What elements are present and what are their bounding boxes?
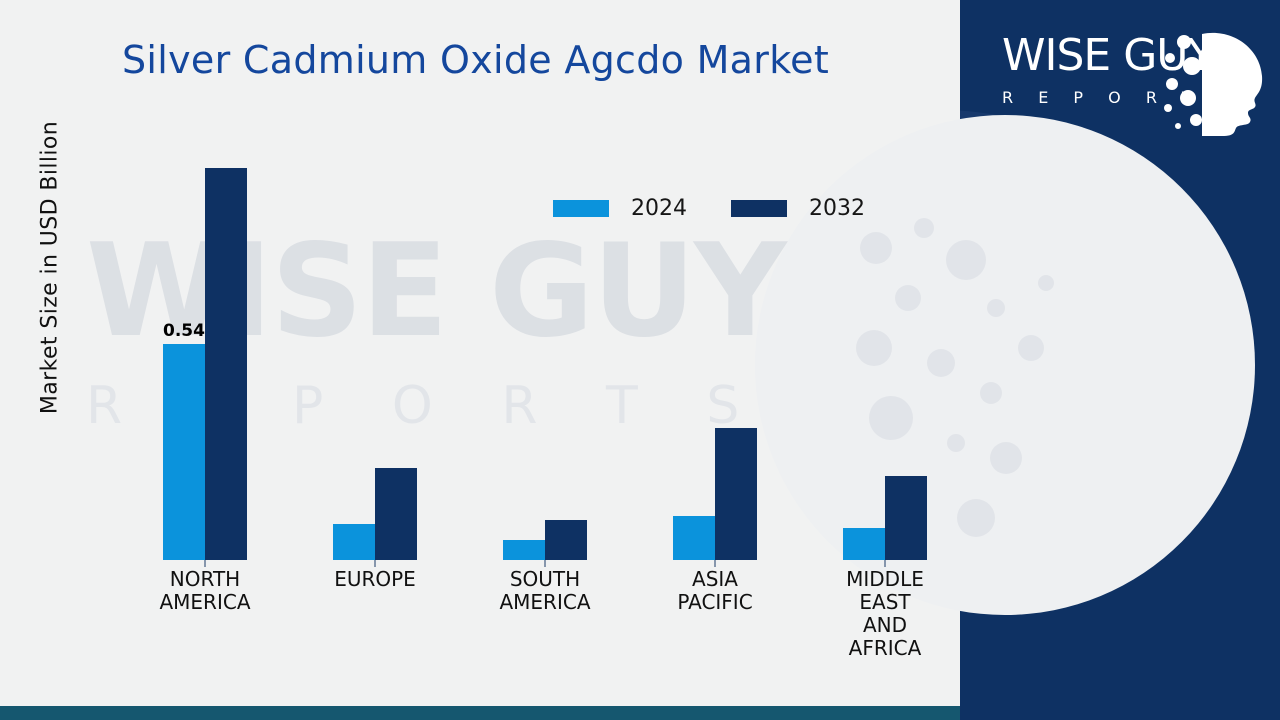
y-axis-label: Market Size in USD Billion — [37, 120, 63, 415]
bar-2032[interactable] — [715, 428, 757, 560]
bar-group: MIDDLE EAST AND AFRICA — [810, 160, 960, 660]
legend-swatch-icon-2024 — [553, 200, 609, 217]
bar-2032[interactable] — [885, 476, 927, 560]
bar-2024[interactable] — [673, 516, 715, 560]
bar-pair: 0.54 — [130, 160, 280, 560]
category-label: SOUTH AMERICA — [499, 567, 591, 614]
bar-group: EUROPE — [300, 160, 450, 591]
bar-pair — [810, 160, 960, 560]
bar-group: 0.54 NORTH AMERICA — [130, 160, 280, 614]
logo-sub-text: R E P O R T S — [1002, 88, 1238, 107]
axis-tick — [544, 560, 546, 567]
axis-tick — [714, 560, 716, 567]
chart-area: Market Size in USD Billion 0.54 NORTH AME… — [37, 120, 940, 660]
legend-label-2032: 2032 — [809, 196, 865, 221]
bar-pair — [300, 160, 450, 560]
legend-item-2024[interactable]: 2024 — [553, 196, 687, 221]
decorative-circle — [755, 115, 1255, 615]
bar-2024[interactable] — [843, 528, 885, 560]
axis-tick — [884, 560, 886, 567]
legend-swatch-icon-2032 — [731, 200, 787, 217]
bar-group: SOUTH AMERICA — [470, 160, 620, 614]
bar-pair — [470, 160, 620, 560]
axis-tick — [374, 560, 376, 567]
chart-legend: 2024 2032 — [553, 196, 865, 221]
bar-2024[interactable]: 0.54 — [163, 321, 205, 560]
page-title: Silver Cadmium Oxide Agcdo Market — [122, 38, 830, 82]
bottom-accent-bar — [0, 706, 960, 720]
bar-2024[interactable] — [503, 540, 545, 560]
bar-2032[interactable] — [545, 520, 587, 560]
category-label: EUROPE — [334, 567, 416, 591]
bar-2032[interactable] — [375, 468, 417, 560]
category-label: NORTH AMERICA — [159, 567, 251, 614]
legend-item-2032[interactable]: 2032 — [731, 196, 865, 221]
plot-region: 0.54 NORTH AMERICA EUROPE SOUTH AMERICA ASIA… — [100, 160, 940, 660]
legend-label-2024: 2024 — [631, 196, 687, 221]
logo-head-icon — [1164, 32, 1263, 136]
category-label: MIDDLE EAST AND AFRICA — [846, 567, 924, 660]
axis-tick — [204, 560, 206, 567]
bar-2024[interactable] — [333, 524, 375, 560]
bar-group: ASIA PACIFIC — [640, 160, 790, 614]
bar-2032[interactable] — [205, 168, 247, 560]
brand-logo: WISE GUY R E P O R T S — [1002, 32, 1263, 136]
bar-pair — [640, 160, 790, 560]
bar-value-label: 0.54 — [163, 321, 205, 341]
category-label: ASIA PACIFIC — [677, 567, 753, 614]
